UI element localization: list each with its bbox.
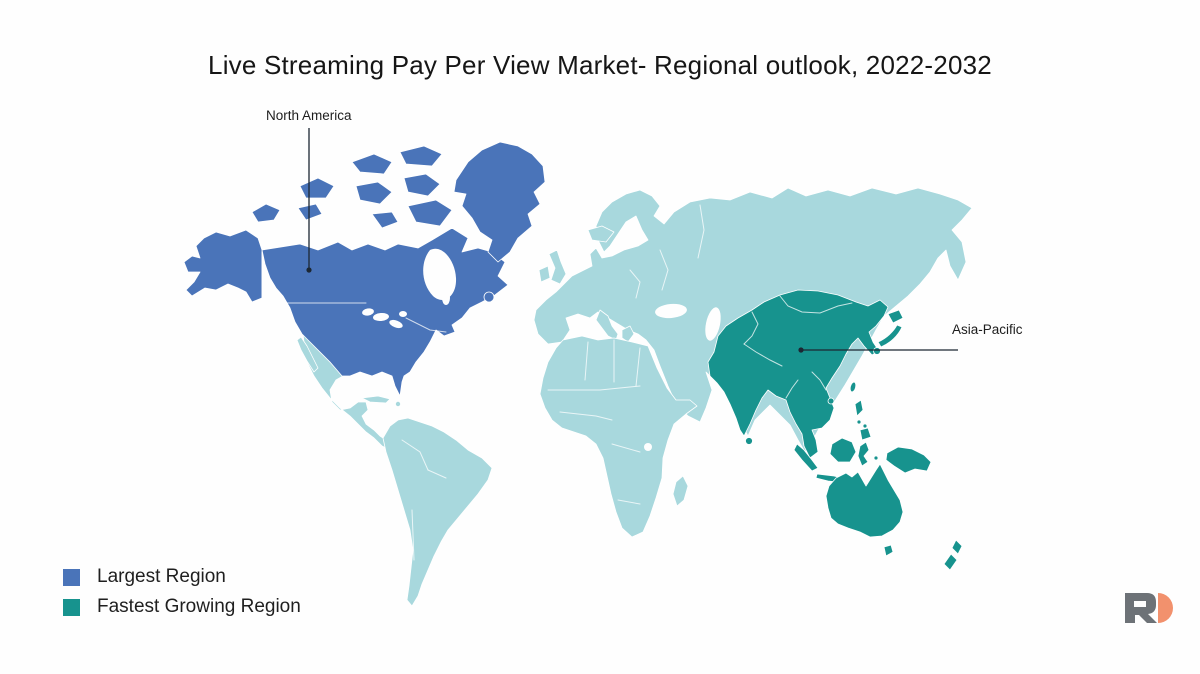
brand-logo	[1125, 593, 1173, 623]
africa	[539, 335, 698, 538]
seas-and-lakes	[362, 248, 721, 451]
japan	[873, 309, 904, 355]
asia-pacific-pointer-dot	[798, 347, 804, 353]
legend-item-largest-region: Largest Region	[63, 562, 301, 592]
legend: Largest Region Fastest Growing Region	[63, 562, 301, 622]
region-north-america	[183, 141, 546, 397]
newfoundland	[483, 291, 495, 303]
caspian-sea	[705, 307, 721, 341]
great-lake-4	[399, 311, 407, 317]
ireland	[538, 265, 551, 283]
hispaniola	[394, 400, 401, 407]
greece	[621, 325, 635, 343]
asia-mainland	[707, 289, 889, 459]
largest-region-label: Largest Region	[97, 566, 226, 587]
canada-usa	[261, 227, 509, 397]
country-borders	[261, 204, 853, 561]
cuba	[361, 395, 391, 404]
great-lake-1	[362, 308, 374, 316]
great-lake-2	[373, 312, 389, 322]
baja-california	[296, 336, 319, 373]
tasmania	[883, 544, 894, 557]
hudson-bay	[423, 248, 457, 300]
legend-item-fastest-growing-region: Fastest Growing Region	[63, 592, 301, 622]
annotation-north-america: North America	[266, 108, 352, 123]
annotation-asia-pacific: Asia-Pacific	[952, 322, 1023, 337]
logo-half-disc	[1158, 593, 1173, 623]
taiwan	[849, 381, 857, 393]
james-bay	[442, 291, 450, 305]
region-asia-pacific	[707, 289, 963, 571]
new-zealand	[943, 539, 963, 571]
south-america	[382, 417, 493, 607]
fastest-growing-region-label: Fastest Growing Region	[97, 596, 301, 617]
greenland	[453, 141, 546, 263]
great-britain	[548, 249, 567, 285]
lake-victoria	[644, 443, 652, 451]
new-guinea	[885, 446, 932, 474]
north-america-pointer-dot	[306, 267, 312, 273]
canadian-arctic-islands	[251, 145, 453, 229]
fastest-growing-region-swatch	[63, 598, 80, 616]
great-lake-3	[389, 319, 403, 329]
sri-lanka	[745, 437, 753, 445]
largest-region-swatch	[63, 568, 80, 586]
iceland	[587, 225, 615, 243]
logo-letter-r	[1125, 593, 1157, 623]
chart-title: Live Streaming Pay Per View Market- Regi…	[208, 50, 992, 80]
philippines	[854, 399, 872, 441]
alaska	[183, 229, 263, 303]
black-sea	[655, 303, 687, 319]
hainan	[827, 397, 835, 405]
madagascar	[672, 475, 689, 507]
annotation-pointers	[306, 128, 958, 353]
australia	[825, 463, 904, 538]
